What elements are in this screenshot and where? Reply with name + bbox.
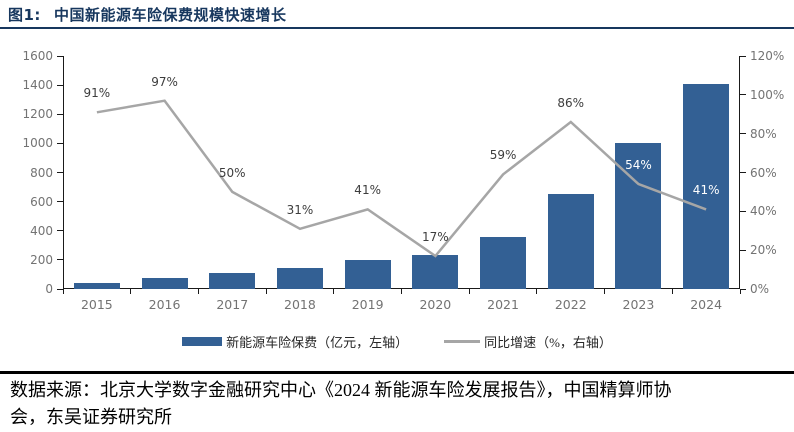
- left-axis-tick: [57, 113, 63, 115]
- growth-line-path: [96, 99, 707, 258]
- right-axis-tick-label: 80%: [750, 126, 777, 141]
- chart-legend: 新能源车险保费（亿元，左轴） 同比增速（%，右轴）: [0, 332, 794, 351]
- x-axis-tick: [536, 289, 538, 294]
- x-axis-tick: [671, 289, 673, 294]
- right-axis-tick: [740, 94, 746, 96]
- x-axis-label-2022: 2022: [554, 297, 587, 312]
- x-axis-label-2020: 2020: [419, 297, 452, 312]
- x-axis-label-2018: 2018: [284, 297, 316, 312]
- left-axis-tick-label: 600: [30, 194, 53, 209]
- x-axis-label-2019: 2019: [351, 297, 384, 312]
- x-axis-label-2023: 2023: [622, 297, 655, 312]
- left-axis-tick-label: 200: [30, 252, 53, 267]
- legend-line-swatch: [444, 340, 481, 343]
- x-axis-tick: [401, 289, 402, 294]
- x-axis-tick: [468, 289, 470, 294]
- x-axis-tick: [604, 289, 606, 294]
- growth-point-label-2015: 91%: [83, 86, 111, 101]
- legend-item-growth: 同比增速（%，右轴）: [444, 332, 612, 351]
- growth-point-label-2023: 54%: [625, 158, 652, 173]
- bar-2023: [615, 142, 662, 289]
- x-axis-tick: [197, 289, 199, 294]
- right-axis-tick: [740, 249, 746, 251]
- bar-2018: [276, 267, 323, 289]
- growth-line: [96, 99, 707, 258]
- bar-2015: [73, 283, 120, 289]
- left-axis-tick-label: 1200: [22, 107, 53, 122]
- x-axis-label-2024: 2024: [690, 297, 723, 312]
- figure-title: 中国新能源车险保费规模快速增长: [53, 6, 287, 24]
- legend-bar-swatch: [182, 337, 223, 346]
- growth-point-label-2016: 97%: [151, 74, 178, 89]
- bar-2017: [209, 272, 256, 289]
- left-axis-tick: [57, 259, 63, 261]
- legend-line-label: 同比增速（%，右轴）: [484, 335, 612, 350]
- left-axis-tick-label: 400: [30, 223, 53, 238]
- data-source-note: 数据来源：北京大学数字金融研究中心《2024 新能源车险发展报告》，中国精算师协…: [10, 377, 780, 431]
- bar-2016: [141, 278, 188, 289]
- left-axis-tick: [57, 142, 63, 144]
- growth-point-label-2018: 31%: [286, 202, 314, 217]
- growth-point-label-2020: 17%: [422, 229, 449, 244]
- x-axis-tick: [62, 289, 64, 294]
- right-axis-line: [739, 56, 740, 289]
- left-axis-tick: [57, 172, 63, 173]
- right-axis-tick: [740, 133, 746, 135]
- left-axis-line: [63, 56, 64, 289]
- bar-2024: [683, 83, 730, 289]
- source-line-1: 数据来源：北京大学数字金融研究中心《2024 新能源车险发展报告》，中国精算师协: [10, 380, 672, 400]
- x-axis-tick: [739, 289, 741, 294]
- bar-2020: [412, 255, 459, 289]
- right-axis-tick-label: 60%: [750, 165, 777, 180]
- left-axis-tick: [57, 201, 63, 203]
- x-axis-label-2016: 2016: [148, 297, 181, 312]
- left-axis-tick: [57, 230, 63, 232]
- right-axis-tick: [740, 210, 746, 212]
- x-axis-label-2015: 2015: [80, 297, 113, 312]
- left-axis-tick: [57, 84, 63, 86]
- left-axis-tick-label: 1600: [22, 49, 53, 63]
- right-axis-tick: [740, 288, 746, 290]
- x-axis-label-2017: 2017: [216, 297, 249, 312]
- left-axis-tick: [57, 288, 63, 290]
- right-axis-tick-label: 100%: [750, 87, 785, 102]
- bar-2022: [547, 194, 594, 289]
- x-axis-tick: [265, 289, 267, 294]
- right-axis-tick: [740, 55, 746, 57]
- bar-2019: [344, 259, 391, 289]
- legend-item-premium: 新能源车险保费（亿元，左轴）: [182, 332, 408, 351]
- figure-title-row: 图1: 中国新能源车险保费规模快速增长: [8, 4, 286, 25]
- right-axis-tick-label: 40%: [750, 204, 777, 219]
- x-axis-line: [63, 288, 740, 289]
- legend-bar-label: 新能源车险保费（亿元，左轴）: [226, 335, 409, 350]
- x-axis-label-2021: 2021: [487, 297, 519, 312]
- growth-point-label-2024: 41%: [692, 183, 720, 198]
- left-axis-tick-label: 800: [30, 165, 53, 180]
- right-axis-tick: [740, 172, 746, 173]
- left-axis-tick: [57, 55, 63, 57]
- left-axis-tick-label: 1400: [22, 78, 53, 93]
- x-axis-tick: [333, 289, 335, 294]
- x-axis-tick: [130, 289, 132, 294]
- growth-point-label-2022: 86%: [557, 96, 585, 111]
- right-axis-tick-label: 120%: [750, 49, 785, 63]
- bottom-divider: [0, 371, 794, 374]
- left-axis-tick-label: 1000: [22, 136, 53, 151]
- right-axis-tick-label: 20%: [750, 243, 777, 258]
- growth-point-label-2021: 59%: [489, 148, 517, 163]
- growth-point-label-2019: 41%: [354, 183, 381, 198]
- chart-plot-area: 0 200 400 600 800 1000 1200 1400 1600 0% 20% 40% 60%…: [22, 49, 784, 312]
- left-axis-tick-label: 0: [45, 282, 53, 296]
- source-line-2: 会，东吴证券研究所: [10, 407, 172, 427]
- title-underline: [0, 27, 794, 29]
- right-axis-tick-label: 0%: [750, 282, 770, 296]
- bar-2021: [480, 236, 527, 289]
- growth-point-label-2017: 50%: [218, 165, 246, 180]
- figure-label: 图1:: [8, 6, 41, 24]
